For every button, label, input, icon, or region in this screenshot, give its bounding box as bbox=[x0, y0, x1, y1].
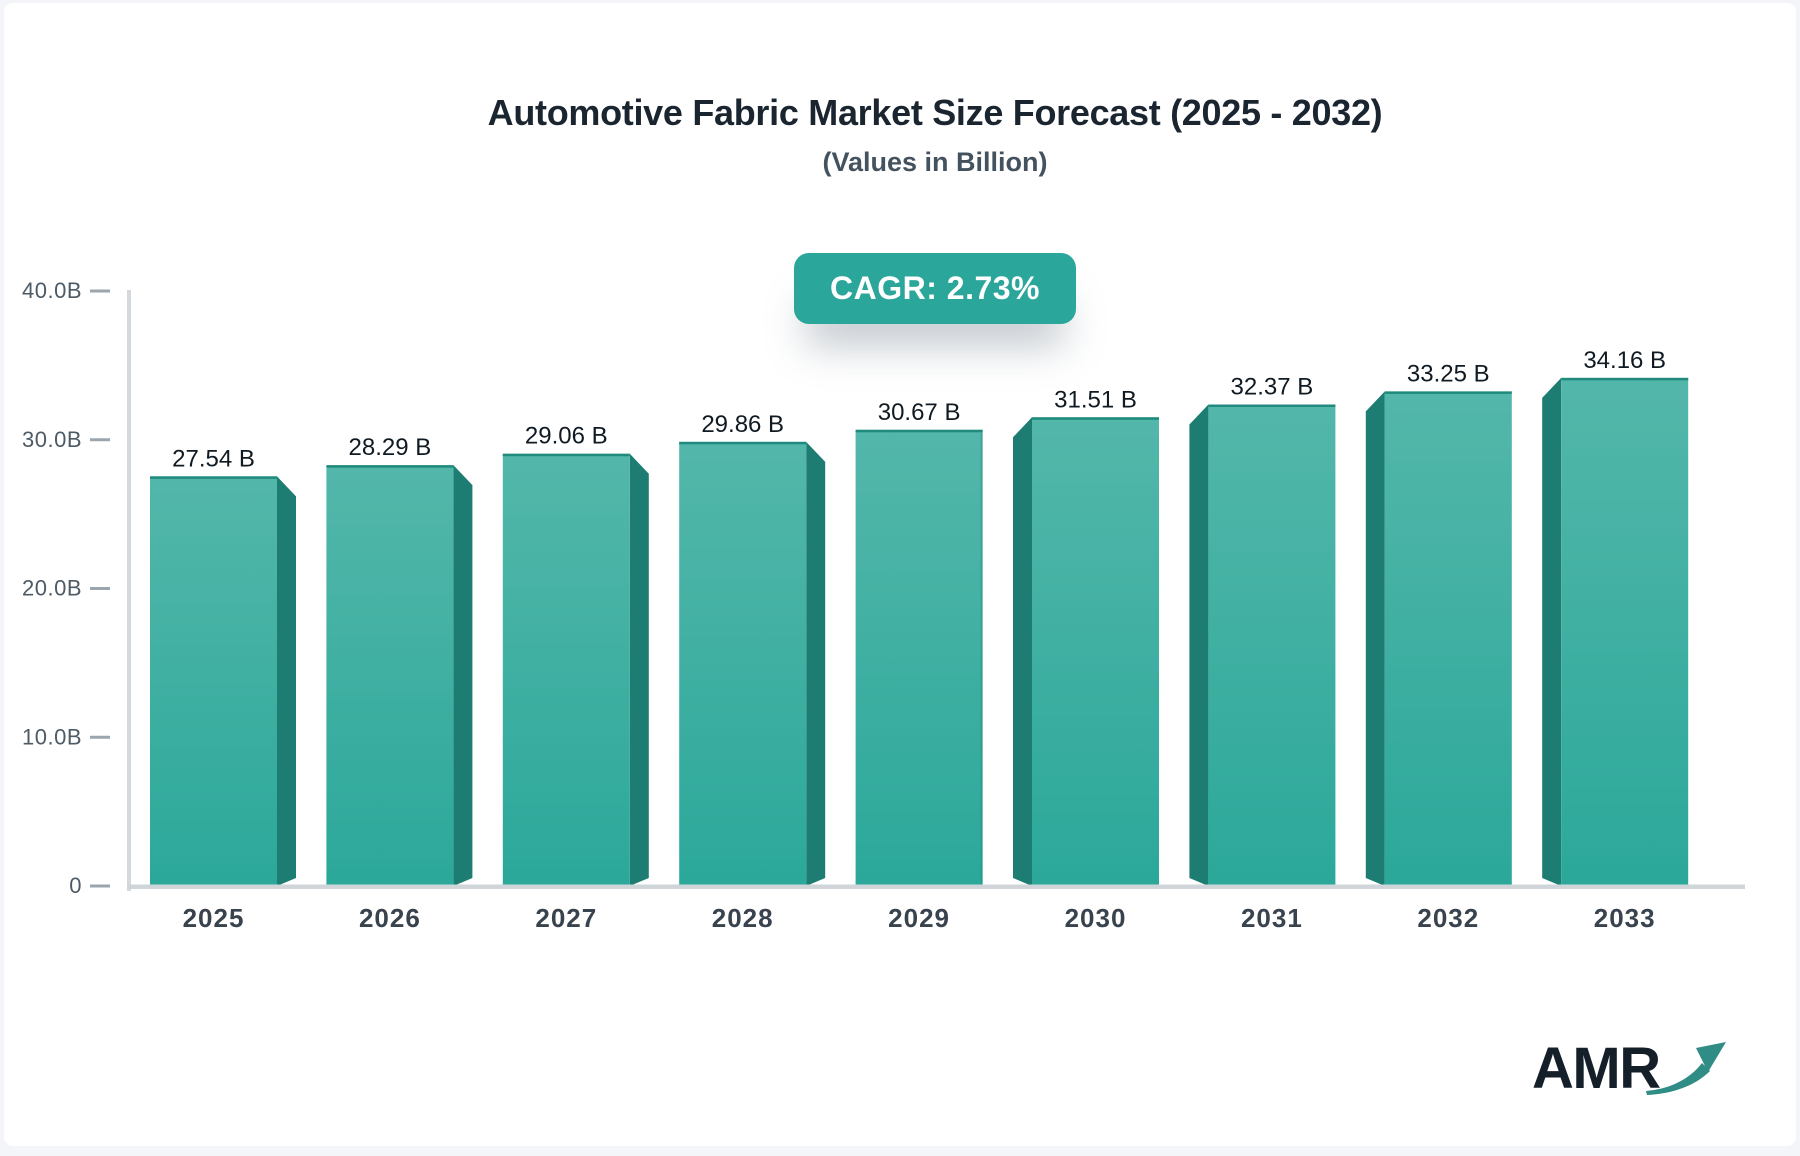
y-axis-line bbox=[127, 290, 131, 891]
x-tick-label: 2025 bbox=[183, 903, 245, 933]
bar-top-edge bbox=[150, 476, 277, 479]
bar-front-face bbox=[150, 476, 277, 886]
bar-value-label: 30.67 B bbox=[878, 399, 961, 426]
bar-value-label: 28.29 B bbox=[349, 434, 432, 461]
bar-group-2032: 33.25 B 2032 bbox=[1365, 360, 1512, 933]
bar-top-edge bbox=[1032, 417, 1159, 420]
cagr-badge: CAGR: 2.73% bbox=[794, 253, 1076, 324]
x-tick-label: 2027 bbox=[535, 903, 597, 933]
bar-front-face bbox=[679, 441, 807, 886]
bar-side-face bbox=[629, 453, 649, 886]
bar-right-edge bbox=[980, 429, 983, 886]
bar-group-2031: 32.37 B 2031 bbox=[1189, 373, 1336, 933]
x-tick-label: 2026 bbox=[359, 903, 421, 933]
bar-front-face bbox=[855, 429, 983, 886]
y-tick-label: 20.0B bbox=[22, 576, 82, 601]
bar-top-edge bbox=[1384, 391, 1512, 394]
cagr-badge-label: CAGR: 2.73% bbox=[830, 270, 1040, 306]
bar-side-face bbox=[277, 476, 296, 886]
bar-group-2025: 27.54 B 2025 bbox=[150, 445, 296, 933]
bar-top-edge bbox=[1561, 377, 1689, 381]
chart-title: Automotive Fabric Market Size Forecast (… bbox=[487, 92, 1383, 133]
bar-side-face bbox=[1542, 377, 1562, 886]
bar-front-face bbox=[1561, 377, 1689, 886]
bar-group-2026: 28.29 B 2026 bbox=[326, 434, 473, 933]
amr-logo: AMR bbox=[1532, 1034, 1728, 1098]
x-tick-label: 2031 bbox=[1241, 903, 1303, 933]
bar-side-face bbox=[1365, 391, 1385, 886]
x-axis-line bbox=[127, 884, 1745, 889]
y-tick-label: 0 bbox=[69, 873, 82, 898]
bar-value-label: 27.54 B bbox=[172, 445, 255, 472]
bar-value-label: 31.51 B bbox=[1054, 386, 1137, 413]
x-tick-label: 2030 bbox=[1065, 903, 1127, 933]
bar-group-2030: 31.51 B 2030 bbox=[1013, 386, 1159, 933]
bar-group-2027: 29.06 B 2027 bbox=[502, 423, 649, 933]
y-tick-label: 10.0B bbox=[22, 724, 82, 749]
x-tick-label: 2032 bbox=[1417, 903, 1479, 933]
bar-side-face bbox=[1013, 417, 1032, 886]
y-tick-label: 30.0B bbox=[22, 427, 82, 452]
bar-front-face bbox=[1384, 391, 1512, 886]
bar-value-label: 32.37 B bbox=[1231, 373, 1314, 400]
bar-front-face bbox=[502, 453, 630, 886]
bar-front-face bbox=[1032, 417, 1159, 886]
chart-subtitle: (Values in Billion) bbox=[822, 147, 1048, 177]
bar-top-edge bbox=[502, 453, 630, 457]
x-tick-label: 2028 bbox=[712, 903, 774, 933]
bar-value-label: 29.06 B bbox=[525, 423, 608, 450]
amr-logo-text: AMR bbox=[1532, 1036, 1661, 1101]
bar-value-label: 33.25 B bbox=[1407, 360, 1490, 387]
bar-group-2029: 30.67 B 2029 bbox=[855, 399, 983, 933]
bar-front-face bbox=[326, 465, 454, 886]
bar-group-2028: 29.86 B 2028 bbox=[679, 411, 826, 933]
x-tick-label: 2029 bbox=[888, 903, 950, 933]
bar-side-face bbox=[806, 441, 826, 886]
bar-group-2033: 34.16 B 2033 bbox=[1542, 347, 1689, 933]
y-tick-label: 40.0B bbox=[22, 278, 82, 303]
growth-arrow-icon bbox=[1645, 1042, 1726, 1095]
bar-side-face bbox=[453, 465, 473, 886]
bar-top-edge bbox=[326, 465, 454, 468]
bar-top-edge bbox=[855, 429, 983, 433]
bar-value-label: 34.16 B bbox=[1583, 347, 1666, 374]
bar-front-face bbox=[1208, 404, 1336, 886]
bar-top-edge bbox=[679, 441, 807, 445]
bar-value-label: 29.86 B bbox=[701, 411, 784, 438]
bar-top-edge bbox=[1208, 404, 1336, 407]
x-tick-label: 2033 bbox=[1594, 903, 1656, 933]
bar-side-face bbox=[1189, 404, 1209, 886]
